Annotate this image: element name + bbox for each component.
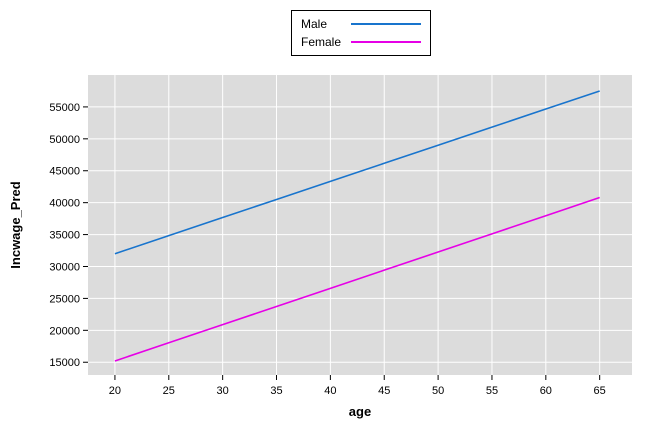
y-tick-label: 20000 (49, 325, 80, 337)
male-series-line (114, 90, 600, 255)
legend-label-male: Male (301, 17, 328, 31)
legend-item-female: Female (292, 33, 430, 51)
legend-line-male (351, 23, 421, 25)
y-tick-label: 50000 (49, 134, 80, 146)
legend-label-female: Female (301, 35, 342, 49)
x-tick-label: 55 (486, 385, 498, 397)
y-tick-label: 55000 (49, 102, 80, 114)
x-tick-label: 60 (540, 385, 552, 397)
x-axis-title: age (349, 404, 371, 419)
x-tick-label: 20 (109, 385, 121, 397)
y-tick-label: 45000 (49, 166, 80, 178)
y-tick-label: 40000 (49, 198, 80, 210)
y-tick-label: 25000 (49, 293, 80, 305)
x-tick-label: 50 (432, 385, 444, 397)
legend-line-female (351, 41, 421, 43)
x-tick-label: 30 (217, 385, 229, 397)
x-tick-label: 65 (594, 385, 606, 397)
y-tick-label: 35000 (49, 230, 80, 242)
y-axis-title: Incwage_Pred (8, 181, 23, 268)
legend-item-male: Male (292, 15, 430, 33)
x-tick-label: 35 (270, 385, 282, 397)
plot-panel (88, 75, 632, 375)
y-tick-label: 15000 (49, 357, 80, 369)
y-tick-label: 30000 (49, 261, 80, 273)
female-series-line (114, 196, 600, 362)
x-tick-label: 45 (378, 385, 390, 397)
x-tick-label: 25 (163, 385, 175, 397)
x-tick-label: 40 (324, 385, 336, 397)
legend: Male Female (291, 10, 431, 56)
